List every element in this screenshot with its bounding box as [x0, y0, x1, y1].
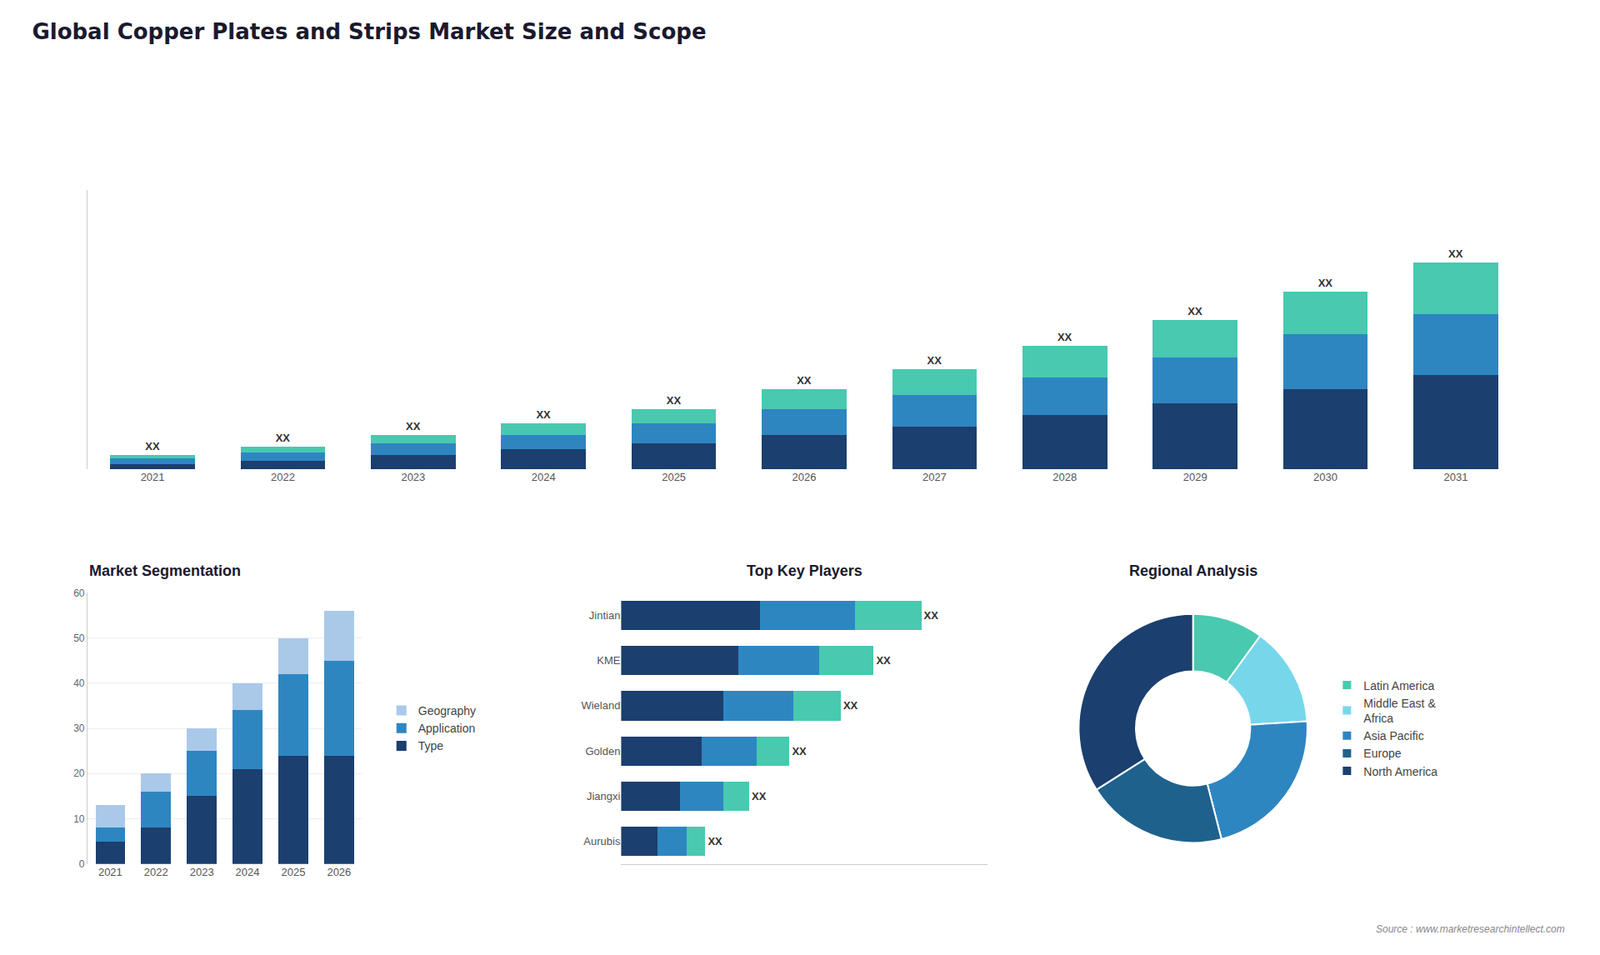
svg-text:Market Segmentation: Market Segmentation — [89, 562, 241, 580]
svg-text:XX: XX — [1318, 276, 1334, 290]
svg-text:Top Key Players: Top Key Players — [746, 562, 863, 580]
svg-text:Global Copper Plates and Strip: Global Copper Plates and Strips Market S… — [31, 19, 706, 45]
svg-text:Asia Pacific: Asia Pacific — [1363, 729, 1424, 743]
svg-text:2026: 2026 — [326, 865, 351, 879]
svg-text:Golden: Golden — [585, 745, 620, 758]
svg-text:2021: 2021 — [140, 470, 165, 484]
svg-text:XX: XX — [791, 745, 807, 758]
svg-text:XX: XX — [843, 699, 859, 712]
svg-text:XX: XX — [535, 408, 551, 421]
svg-text:XX: XX — [796, 374, 812, 387]
svg-text:2028: 2028 — [1052, 470, 1077, 484]
svg-text:XX: XX — [405, 420, 421, 433]
svg-text:Regional Analysis: Regional Analysis — [1129, 562, 1258, 580]
svg-text:KME: KME — [596, 654, 621, 667]
svg-text:20: 20 — [73, 767, 85, 780]
svg-text:2023: 2023 — [190, 865, 215, 879]
svg-text:XX: XX — [1187, 305, 1203, 318]
svg-text:2024: 2024 — [531, 470, 556, 484]
svg-text:0: 0 — [79, 858, 85, 870]
svg-text:2023: 2023 — [400, 470, 425, 484]
svg-text:2025: 2025 — [280, 865, 305, 879]
svg-text:Jintian: Jintian — [589, 609, 621, 622]
svg-text:XX: XX — [1448, 247, 1464, 260]
svg-text:XX: XX — [927, 354, 943, 367]
svg-text:Middle East &Africa: Middle East &Africa — [1363, 696, 1436, 725]
svg-text:Application: Application — [418, 721, 476, 735]
svg-text:2030: 2030 — [1313, 470, 1338, 484]
svg-text:Latin America: Latin America — [1363, 679, 1435, 693]
svg-text:2025: 2025 — [661, 470, 686, 484]
svg-text:2022: 2022 — [144, 865, 169, 879]
svg-text:Source : www.marketresearchint: Source : www.marketresearchintellect.com — [1375, 923, 1565, 935]
svg-text:40: 40 — [73, 677, 85, 690]
svg-text:2031: 2031 — [1443, 470, 1468, 484]
svg-text:10: 10 — [73, 813, 85, 825]
svg-text:Europe: Europe — [1363, 746, 1401, 760]
svg-text:XX: XX — [275, 431, 291, 445]
svg-text:XX: XX — [145, 440, 160, 453]
svg-text:2029: 2029 — [1183, 470, 1208, 484]
svg-text:Jiangxi: Jiangxi — [586, 790, 621, 803]
svg-text:30: 30 — [73, 722, 85, 735]
svg-text:XX: XX — [875, 654, 891, 667]
svg-text:50: 50 — [73, 632, 85, 645]
svg-text:2026: 2026 — [792, 470, 817, 484]
svg-text:Type: Type — [418, 739, 445, 753]
svg-text:XX: XX — [1057, 330, 1073, 344]
svg-text:Aurubis: Aurubis — [583, 835, 621, 848]
svg-text:2021: 2021 — [98, 865, 123, 879]
svg-text:2027: 2027 — [922, 470, 947, 484]
svg-text:XX: XX — [707, 835, 723, 848]
svg-text:XX: XX — [924, 609, 940, 622]
svg-text:2024: 2024 — [235, 865, 260, 879]
svg-text:North America: North America — [1363, 765, 1438, 779]
svg-text:XX: XX — [666, 394, 682, 407]
svg-text:2022: 2022 — [270, 470, 295, 484]
svg-text:Wieland: Wieland — [580, 699, 620, 712]
svg-text:60: 60 — [73, 587, 85, 600]
svg-text:XX: XX — [751, 790, 767, 803]
svg-text:Geography: Geography — [418, 704, 476, 718]
